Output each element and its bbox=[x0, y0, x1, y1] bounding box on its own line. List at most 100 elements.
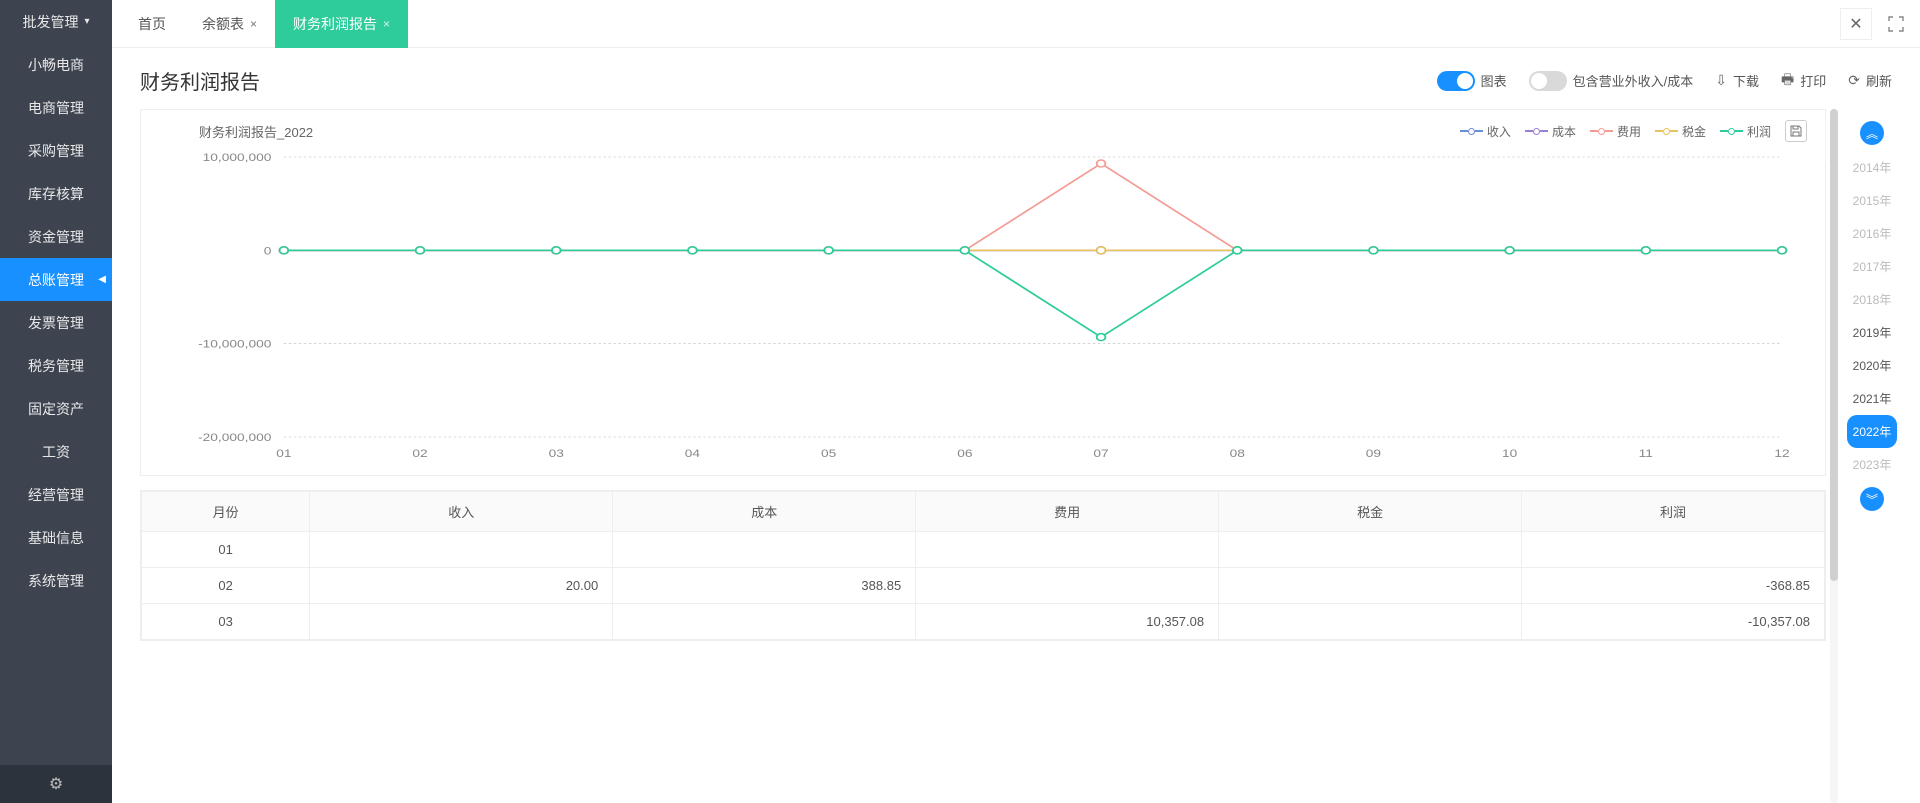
tab-label: 首页 bbox=[138, 14, 166, 34]
sidebar-item-1[interactable]: 小畅电商 bbox=[0, 43, 112, 86]
fullscreen-button[interactable] bbox=[1880, 8, 1912, 40]
legend-item-4[interactable]: 利润 bbox=[1720, 123, 1771, 140]
table-cell: 20.00 bbox=[310, 568, 613, 604]
table-cell bbox=[916, 532, 1219, 568]
table-cell bbox=[310, 532, 613, 568]
sidebar-item-10[interactable]: 工资 bbox=[0, 430, 112, 473]
legend-swatch-icon bbox=[1590, 128, 1613, 135]
print-label: 打印 bbox=[1800, 71, 1826, 90]
legend-item-2[interactable]: 费用 bbox=[1590, 123, 1641, 140]
header-row: 财务利润报告 图表 包含营业外收入/成本 ⇩ 下载 🖶 打印 ⟳ 刷新 bbox=[112, 48, 1920, 109]
content-scrollbar[interactable] bbox=[1830, 109, 1838, 803]
tab-2[interactable]: 财务利润报告× bbox=[275, 0, 408, 48]
table-cell bbox=[916, 568, 1219, 604]
toggle-chart-switch[interactable] bbox=[1437, 71, 1475, 91]
table-col-2: 成本 bbox=[613, 492, 916, 532]
svg-text:08: 08 bbox=[1230, 447, 1245, 459]
year-option-4: 2018年 bbox=[1847, 283, 1898, 316]
year-rail: ︽ 2014年2015年2016年2017年2018年2019年2020年202… bbox=[1844, 109, 1900, 803]
sidebar-item-12[interactable]: 基础信息 bbox=[0, 516, 112, 559]
tab-1[interactable]: 余额表× bbox=[184, 0, 275, 48]
sidebar-item-5[interactable]: 资金管理 bbox=[0, 215, 112, 258]
sidebar-item-11[interactable]: 经营管理 bbox=[0, 473, 112, 516]
table-cell bbox=[1219, 532, 1522, 568]
legend-swatch-icon bbox=[1525, 128, 1548, 135]
caret-down-icon: ▾ bbox=[84, 16, 89, 27]
chart-card: › 财务利润报告_2022 收入成本费用税金利润 -20,000,000-10,… bbox=[140, 109, 1826, 476]
year-option-5[interactable]: 2019年 bbox=[1847, 316, 1898, 349]
legend-item-3[interactable]: 税金 bbox=[1655, 123, 1706, 140]
sidebar-item-13[interactable]: 系统管理 bbox=[0, 559, 112, 602]
svg-text:04: 04 bbox=[685, 447, 700, 459]
table-row: 0220.00388.85-368.85 bbox=[142, 568, 1825, 604]
tab-close-icon[interactable]: × bbox=[383, 17, 390, 31]
scrollbar-thumb[interactable] bbox=[1830, 109, 1838, 581]
print-button[interactable]: 🖶 打印 bbox=[1781, 69, 1826, 93]
table-cell: -10,357.08 bbox=[1522, 604, 1825, 640]
table-col-5: 利润 bbox=[1522, 492, 1825, 532]
svg-text:10,000,000: 10,000,000 bbox=[203, 151, 272, 163]
table-card: 月份收入成本费用税金利润 010220.00388.85-368.850310,… bbox=[140, 490, 1826, 641]
table-col-0: 月份 bbox=[142, 492, 310, 532]
year-option-6[interactable]: 2020年 bbox=[1847, 349, 1898, 382]
legend-item-0[interactable]: 收入 bbox=[1460, 123, 1511, 140]
sidebar-item-4[interactable]: 库存核算 bbox=[0, 172, 112, 215]
chart-save-button[interactable] bbox=[1785, 120, 1807, 142]
tab-0[interactable]: 首页 bbox=[120, 0, 184, 48]
year-option-8[interactable]: 2022年 bbox=[1847, 415, 1898, 448]
svg-text:01: 01 bbox=[276, 447, 291, 459]
sidebar: 批发管理▾小畅电商电商管理采购管理库存核算资金管理总账管理◀发票管理税务管理固定… bbox=[0, 0, 112, 803]
table-cell bbox=[613, 532, 916, 568]
page-title: 财务利润报告 bbox=[140, 66, 260, 95]
chart-body: -20,000,000-10,000,000010,000,0000102030… bbox=[159, 147, 1807, 467]
legend-label: 利润 bbox=[1747, 123, 1771, 140]
toggle-chart-label: 图表 bbox=[1481, 71, 1507, 90]
chart-legend: 收入成本 费用税金 利润 bbox=[1460, 120, 1807, 142]
year-rail-up-button[interactable]: ︽ bbox=[1860, 121, 1884, 145]
toggle-extra-income[interactable]: 包含营业外收入/成本 bbox=[1529, 71, 1694, 91]
sidebar-item-2[interactable]: 电商管理 bbox=[0, 86, 112, 129]
table-row: 0310,357.08-10,357.08 bbox=[142, 604, 1825, 640]
table-cell: 10,357.08 bbox=[916, 604, 1219, 640]
refresh-label: 刷新 bbox=[1866, 71, 1892, 90]
year-option-1: 2015年 bbox=[1847, 184, 1898, 217]
tab-close-icon[interactable]: × bbox=[250, 17, 257, 31]
table-col-4: 税金 bbox=[1219, 492, 1522, 532]
download-button[interactable]: ⇩ 下载 bbox=[1715, 71, 1759, 90]
refresh-button[interactable]: ⟳ 刷新 bbox=[1848, 71, 1892, 90]
svg-text:-10,000,000: -10,000,000 bbox=[198, 338, 271, 350]
table-cell: -368.85 bbox=[1522, 568, 1825, 604]
toggle-chart[interactable]: 图表 bbox=[1437, 71, 1507, 91]
toggle-extra-switch[interactable] bbox=[1529, 71, 1567, 91]
svg-text:-20,000,000: -20,000,000 bbox=[198, 431, 271, 443]
table-cell bbox=[613, 604, 916, 640]
sidebar-item-8[interactable]: 税务管理 bbox=[0, 344, 112, 387]
sidebar-item-0[interactable]: 批发管理▾ bbox=[0, 0, 112, 43]
svg-text:02: 02 bbox=[412, 447, 427, 459]
save-icon bbox=[1790, 125, 1802, 137]
refresh-icon: ⟳ bbox=[1848, 72, 1860, 89]
chart-collapse-tab[interactable]: › bbox=[1825, 110, 1826, 166]
legend-label: 费用 bbox=[1617, 123, 1641, 140]
svg-text:06: 06 bbox=[957, 447, 972, 459]
download-icon: ⇩ bbox=[1715, 72, 1727, 89]
table-cell: 02 bbox=[142, 568, 310, 604]
sidebar-item-6[interactable]: 总账管理◀ bbox=[0, 258, 112, 301]
year-rail-down-button[interactable]: ︾ bbox=[1860, 487, 1884, 511]
settings-gear-icon[interactable]: ⚙ bbox=[49, 774, 63, 794]
svg-text:07: 07 bbox=[1093, 447, 1108, 459]
table-cell bbox=[1219, 568, 1522, 604]
year-option-9: 2023年 bbox=[1847, 448, 1898, 481]
sidebar-item-9[interactable]: 固定资产 bbox=[0, 387, 112, 430]
year-option-7[interactable]: 2021年 bbox=[1847, 382, 1898, 415]
tabs-close-all-button[interactable]: ✕ bbox=[1840, 8, 1872, 40]
legend-swatch-icon bbox=[1720, 128, 1743, 135]
sidebar-item-3[interactable]: 采购管理 bbox=[0, 129, 112, 172]
legend-item-1[interactable]: 成本 bbox=[1525, 123, 1576, 140]
sidebar-item-7[interactable]: 发票管理 bbox=[0, 301, 112, 344]
svg-text:05: 05 bbox=[821, 447, 836, 459]
sidebar-footer: ⚙ bbox=[0, 765, 112, 803]
data-table: 月份收入成本费用税金利润 010220.00388.85-368.850310,… bbox=[141, 491, 1825, 640]
year-option-2: 2016年 bbox=[1847, 217, 1898, 250]
legend-swatch-icon bbox=[1655, 128, 1678, 135]
